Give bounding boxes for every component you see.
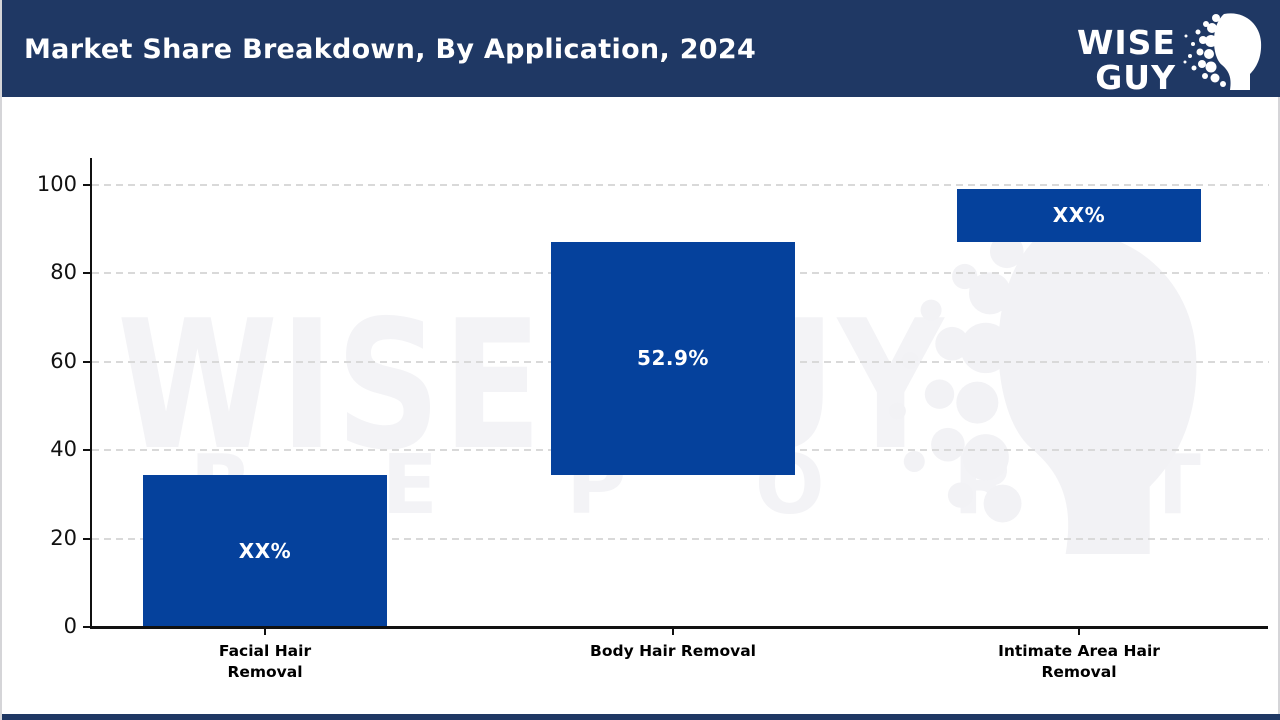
brand-name: WISE GUY — [1077, 23, 1176, 97]
brand-text: WISE GUY REPORTS — [1016, 23, 1176, 114]
category-label: Intimate Area Hair Removal — [998, 642, 1160, 681]
page-title: Market Share Breakdown, By Application, … — [24, 34, 757, 65]
y-tick-mark — [83, 184, 90, 186]
x-tick-mark — [264, 628, 266, 635]
x-tick-mark — [1078, 628, 1080, 635]
watermark-head-icon — [889, 231, 1197, 554]
y-tick-mark — [83, 626, 90, 628]
y-tick-label: 100 — [36, 172, 77, 196]
bar-value-label: 52.9% — [637, 346, 709, 371]
bar: XX% — [143, 475, 387, 627]
bar: XX% — [957, 188, 1201, 242]
header-bar: Market Share Breakdown, By Application, … — [2, 0, 1280, 113]
brand-subname: REPORTS — [1046, 97, 1174, 114]
gridline — [92, 184, 1269, 186]
bar-value-label: XX% — [238, 539, 292, 564]
bar-value-label: XX% — [1052, 203, 1106, 228]
y-tick-label: 20 — [50, 525, 77, 550]
y-tick-label: 0 — [63, 614, 77, 638]
y-tick-label: 40 — [50, 437, 77, 462]
brand-logo: WISE GUY REPORTS — [1016, 8, 1266, 113]
y-tick-mark — [83, 272, 90, 275]
y-axis-line — [90, 158, 92, 629]
y-tick-mark — [83, 449, 90, 452]
category-label: Facial Hair Removal — [218, 642, 312, 681]
y-tick-label: 60 — [50, 348, 77, 373]
category-label: Body Hair Removal — [590, 642, 756, 660]
y-tick-mark — [83, 537, 90, 540]
gridline — [92, 537, 1269, 540]
dotted-head-icon — [1183, 13, 1262, 90]
x-axis-line — [90, 626, 1268, 629]
footer-bar — [2, 714, 1280, 720]
x-tick-mark — [672, 628, 674, 635]
y-tick-mark — [83, 360, 90, 363]
y-tick-label: 80 — [50, 260, 77, 285]
bar: 52.9% — [551, 241, 795, 476]
watermark-text: WISE GUY — [117, 282, 946, 489]
